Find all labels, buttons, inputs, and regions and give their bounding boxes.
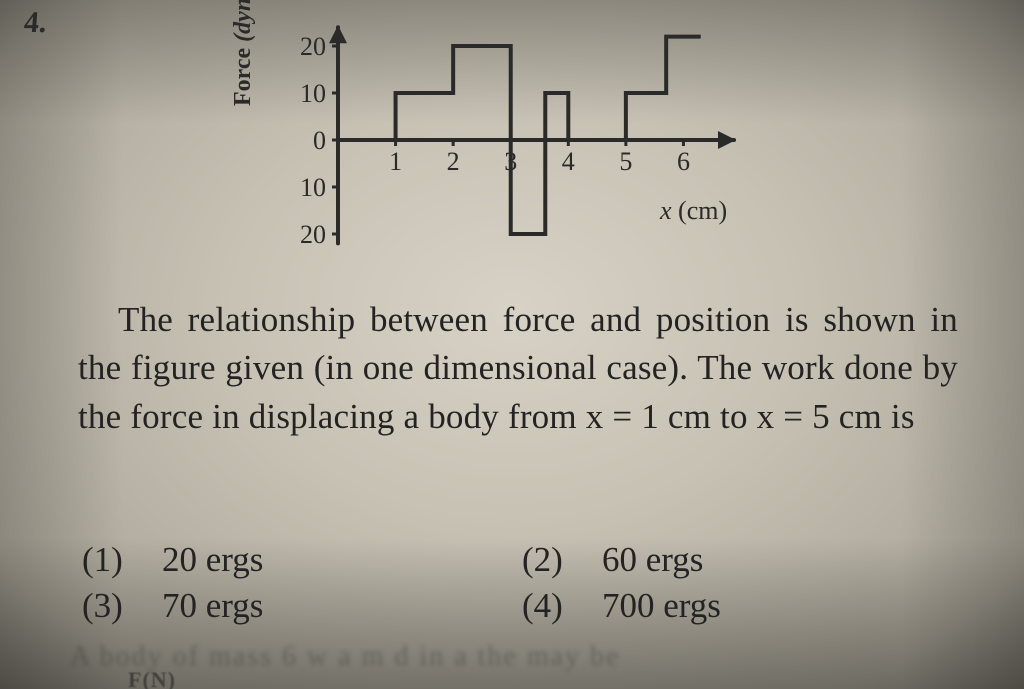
svg-text:20: 20 <box>300 32 326 61</box>
svg-text:2: 2 <box>447 147 460 176</box>
svg-text:10: 10 <box>300 79 326 108</box>
option-2-text: 60 ergs <box>602 540 703 580</box>
option-2: (2) 60 ergs <box>522 540 962 580</box>
svg-text:5: 5 <box>619 147 632 176</box>
answer-options: (1) 20 ergs (2) 60 ergs (3) 70 ergs (4) … <box>82 540 962 632</box>
page-corner-mark: F(N) <box>128 667 176 689</box>
option-3: (3) 70 ergs <box>82 586 522 626</box>
option-3-text: 70 ergs <box>162 586 263 626</box>
option-1-text: 20 ergs <box>162 540 263 580</box>
option-4: (4) 700 ergs <box>522 586 962 626</box>
svg-text:10: 10 <box>300 173 326 202</box>
option-3-num: (3) <box>82 586 162 626</box>
question-number: 4. <box>23 6 48 40</box>
svg-text:4: 4 <box>562 147 575 176</box>
question-text: The relationship between force and posit… <box>78 296 958 441</box>
svg-text:20: 20 <box>300 220 326 249</box>
force-position-chart: 201001020123456 <box>250 20 780 270</box>
option-2-num: (2) <box>522 540 602 580</box>
svg-text:6: 6 <box>677 147 690 176</box>
x-axis-var: x <box>660 196 672 225</box>
x-axis-unit: (cm) <box>678 196 727 225</box>
option-4-text: 700 ergs <box>602 586 721 626</box>
svg-text:1: 1 <box>389 147 402 176</box>
option-4-num: (4) <box>522 586 602 626</box>
question-text-content: The relationship between force and posit… <box>78 300 958 436</box>
x-axis-label: x (cm) <box>660 196 727 226</box>
chart-svg: 201001020123456 <box>250 20 780 270</box>
page-bleed-text: A body of mass 6 w a m d in a the may be <box>70 641 950 681</box>
option-1: (1) 20 ergs <box>82 540 522 580</box>
option-1-num: (1) <box>82 540 162 580</box>
svg-text:0: 0 <box>313 126 326 155</box>
